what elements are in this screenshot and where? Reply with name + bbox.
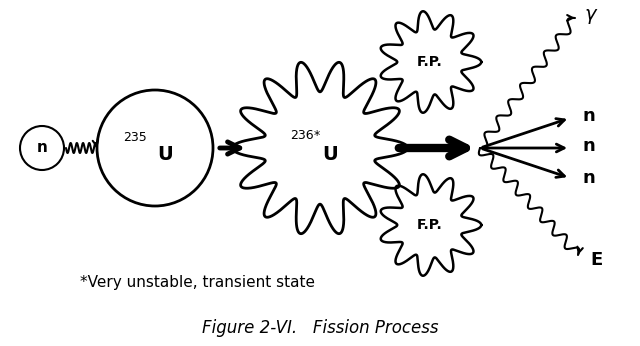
Text: n: n: [36, 140, 47, 155]
Polygon shape: [381, 174, 481, 276]
Text: n: n: [582, 137, 595, 155]
Circle shape: [20, 126, 64, 170]
Text: *: *: [314, 129, 320, 142]
Text: 235: 235: [124, 131, 147, 144]
Polygon shape: [232, 62, 408, 234]
Text: U: U: [322, 145, 338, 164]
Text: E: E: [590, 251, 602, 269]
Text: n: n: [582, 169, 595, 187]
Polygon shape: [381, 11, 481, 113]
Text: n: n: [582, 107, 595, 125]
Text: F.P.: F.P.: [417, 218, 443, 232]
Text: γ: γ: [585, 4, 596, 24]
Circle shape: [97, 90, 213, 206]
Text: 236: 236: [291, 129, 314, 142]
Text: U: U: [157, 145, 173, 164]
Text: Figure 2-VI.   Fission Process: Figure 2-VI. Fission Process: [202, 319, 438, 337]
Text: F.P.: F.P.: [417, 55, 443, 69]
Text: *Very unstable, transient state: *Very unstable, transient state: [80, 274, 315, 290]
